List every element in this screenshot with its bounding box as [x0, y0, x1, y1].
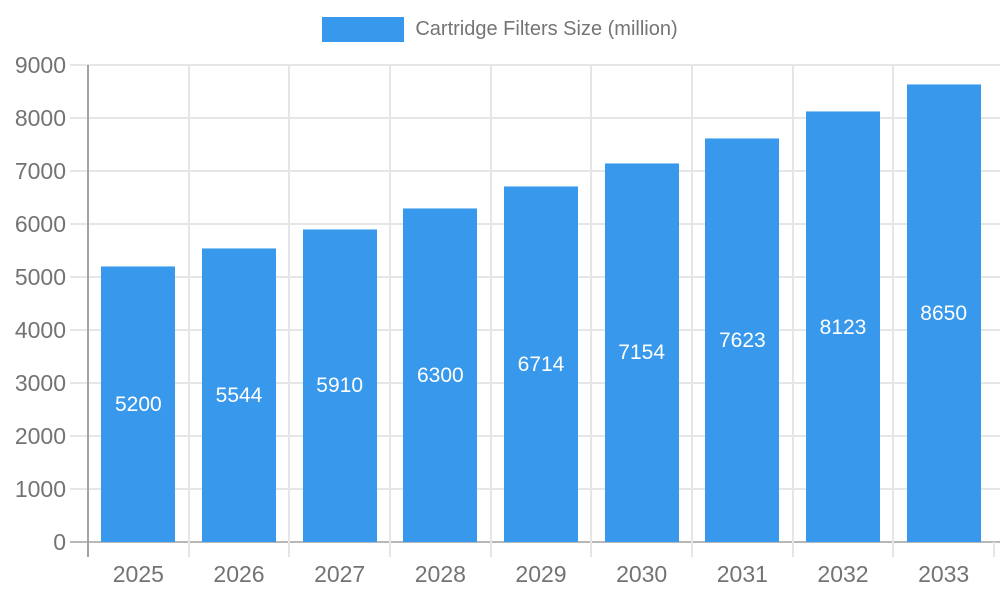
y-axis-tick-label: 3000 [14, 370, 66, 396]
x-axis-tick-label: 2026 [213, 561, 265, 587]
x-axis-tick-label: 2030 [616, 561, 668, 587]
x-axis-tick-label: 2025 [112, 561, 164, 587]
y-axis-line [87, 65, 89, 557]
bar-value-label: 5200 [114, 393, 162, 417]
bar[interactable]: 5910 [302, 228, 377, 542]
y-axis-tick-label: 5000 [14, 264, 66, 290]
y-axis-tick-label: 4000 [14, 317, 66, 343]
bar-value-label: 8650 [920, 301, 968, 325]
bar[interactable]: 5200 [101, 266, 176, 542]
x-axis-tick-label: 2032 [817, 561, 869, 587]
x-gridline [691, 65, 693, 557]
y-axis-tick-label: 6000 [14, 211, 66, 237]
y-axis-tick-label: 7000 [14, 158, 66, 184]
bar-value-label: 7154 [618, 341, 666, 365]
x-gridline [389, 65, 391, 557]
bar-value-label: 5910 [316, 374, 364, 398]
bar-value-label: 7623 [718, 328, 766, 352]
bar[interactable]: 6300 [403, 208, 478, 542]
x-gridline [187, 65, 190, 557]
bar-value-label: 8123 [819, 315, 867, 339]
x-axis-tick-label: 2033 [918, 561, 970, 587]
legend-label: Cartridge Filters Size (million) [415, 18, 678, 40]
bar[interactable]: 5544 [202, 248, 276, 542]
bar[interactable]: 7154 [604, 162, 679, 542]
bar-value-label: 6300 [416, 364, 464, 388]
y-axis-tick-label: 1000 [14, 476, 66, 502]
x-gridline [288, 65, 291, 557]
bar[interactable]: 6714 [504, 186, 578, 542]
y-gridline [70, 64, 1000, 66]
y-axis-tick-label: 9000 [14, 52, 66, 78]
bar[interactable]: 8650 [906, 83, 981, 542]
x-axis-tick-label: 2031 [716, 561, 768, 587]
bar-value-label: 6714 [517, 353, 565, 377]
legend-swatch [322, 17, 405, 42]
x-axis-end-tick [993, 542, 995, 557]
bar[interactable]: 8123 [806, 111, 880, 542]
chart-legend[interactable]: Cartridge Filters Size (million) [0, 17, 1000, 42]
y-gridline [70, 170, 1000, 172]
x-gridline [791, 65, 794, 557]
zero-gridline [70, 541, 1000, 543]
x-axis-tick-label: 2028 [414, 561, 466, 587]
y-axis-tick-label: 2000 [14, 423, 66, 449]
x-axis-tick-label: 2027 [314, 561, 366, 587]
bar-value-label: 5544 [215, 384, 263, 408]
x-gridline [489, 65, 492, 557]
y-axis-tick-label: 8000 [14, 105, 66, 131]
bar[interactable]: 7623 [705, 137, 780, 542]
y-axis-tick-label: 0 [53, 529, 66, 555]
x-gridline [590, 65, 593, 557]
y-gridline [70, 117, 1000, 119]
x-gridline [892, 65, 895, 557]
x-axis-tick-label: 2029 [515, 561, 567, 587]
